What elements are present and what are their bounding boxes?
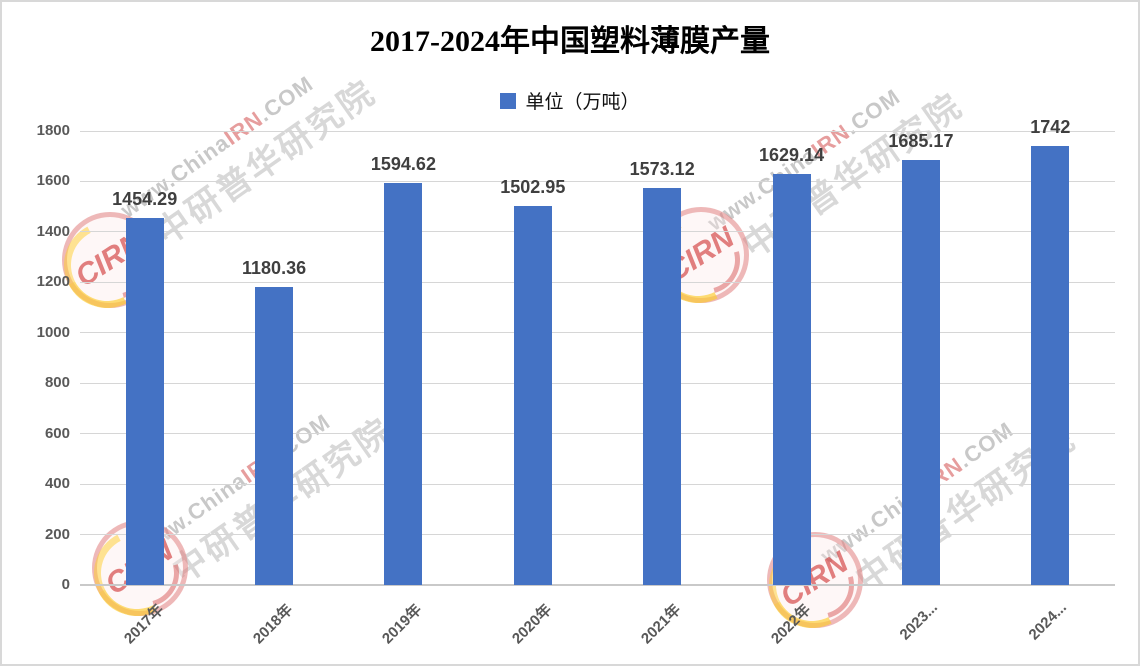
x-axis-tick-2024...: 2024... <box>1025 599 1071 644</box>
plot-area: 1454.29 1180.36 1594.62 1502.95 1573.12 1629.… <box>80 117 1115 586</box>
bar-2018年 <box>255 287 294 585</box>
bar-2017年 <box>125 218 164 585</box>
bar-value-label: 1454.29 <box>112 189 178 210</box>
bar-value-label: 1180.36 <box>242 258 307 279</box>
legend-label: 单位（万吨） <box>525 92 640 113</box>
y-axis-tick-400: 400 <box>44 475 70 493</box>
y-axis-tick-1000: 1000 <box>36 323 70 341</box>
bar-2022年 <box>772 174 811 585</box>
y-axis-tick-800: 800 <box>44 374 70 392</box>
bar-2019年 <box>384 182 423 585</box>
x-axis-tick-2018年: 2018年 <box>249 601 297 648</box>
y-axis-tick-1400: 1400 <box>36 222 70 240</box>
y-axis-tick-200: 200 <box>44 525 70 543</box>
bar-value-label: 1685.17 <box>888 130 954 151</box>
gridline-1200 <box>80 281 1115 283</box>
y-axis-tick-1600: 1600 <box>36 172 70 190</box>
gridline-800 <box>80 382 1115 384</box>
legend-swatch <box>500 92 517 109</box>
bar-2020年 <box>513 205 552 585</box>
y-axis-tick-600: 600 <box>44 424 70 442</box>
chart-title: 2017-2024年中国塑料薄膜产量 <box>370 25 770 58</box>
gridline-1600 <box>80 180 1115 182</box>
x-axis-tick-2021年: 2021年 <box>638 601 685 648</box>
bar-value-label: 1502.95 <box>500 176 566 197</box>
x-axis-tick-2022年: 2022年 <box>767 601 814 648</box>
gridline-600 <box>80 433 1115 435</box>
x-axis-tick-2023...: 2023... <box>896 599 941 644</box>
bar-2024... <box>1031 145 1070 585</box>
x-axis-tick-2017年: 2017年 <box>120 601 167 648</box>
bar-2021年 <box>643 188 682 585</box>
y-axis-tick-0: 0 <box>61 576 70 593</box>
bar-value-label: 1742 <box>1030 116 1071 137</box>
x-axis-tick-2019年: 2019年 <box>379 601 426 648</box>
y-axis-tick-1200: 1200 <box>36 273 70 291</box>
gridline-1400 <box>80 231 1115 233</box>
bar-2023... <box>901 159 940 585</box>
gridline-1000 <box>80 332 1115 334</box>
x-axis-tick-2020年: 2020年 <box>508 601 555 648</box>
bar-value-label: 1573.12 <box>629 159 695 180</box>
y-axis-tick-1800: 1800 <box>36 122 70 139</box>
bar-value-label: 1629.14 <box>759 145 825 166</box>
bar-value-label: 1594.62 <box>370 153 436 174</box>
gridline-200 <box>80 534 1115 536</box>
gridline-0 <box>80 584 1115 586</box>
gridline-400 <box>80 483 1115 485</box>
gridline-1800 <box>80 130 1115 132</box>
legend: 单位（万吨） <box>2 87 1138 114</box>
